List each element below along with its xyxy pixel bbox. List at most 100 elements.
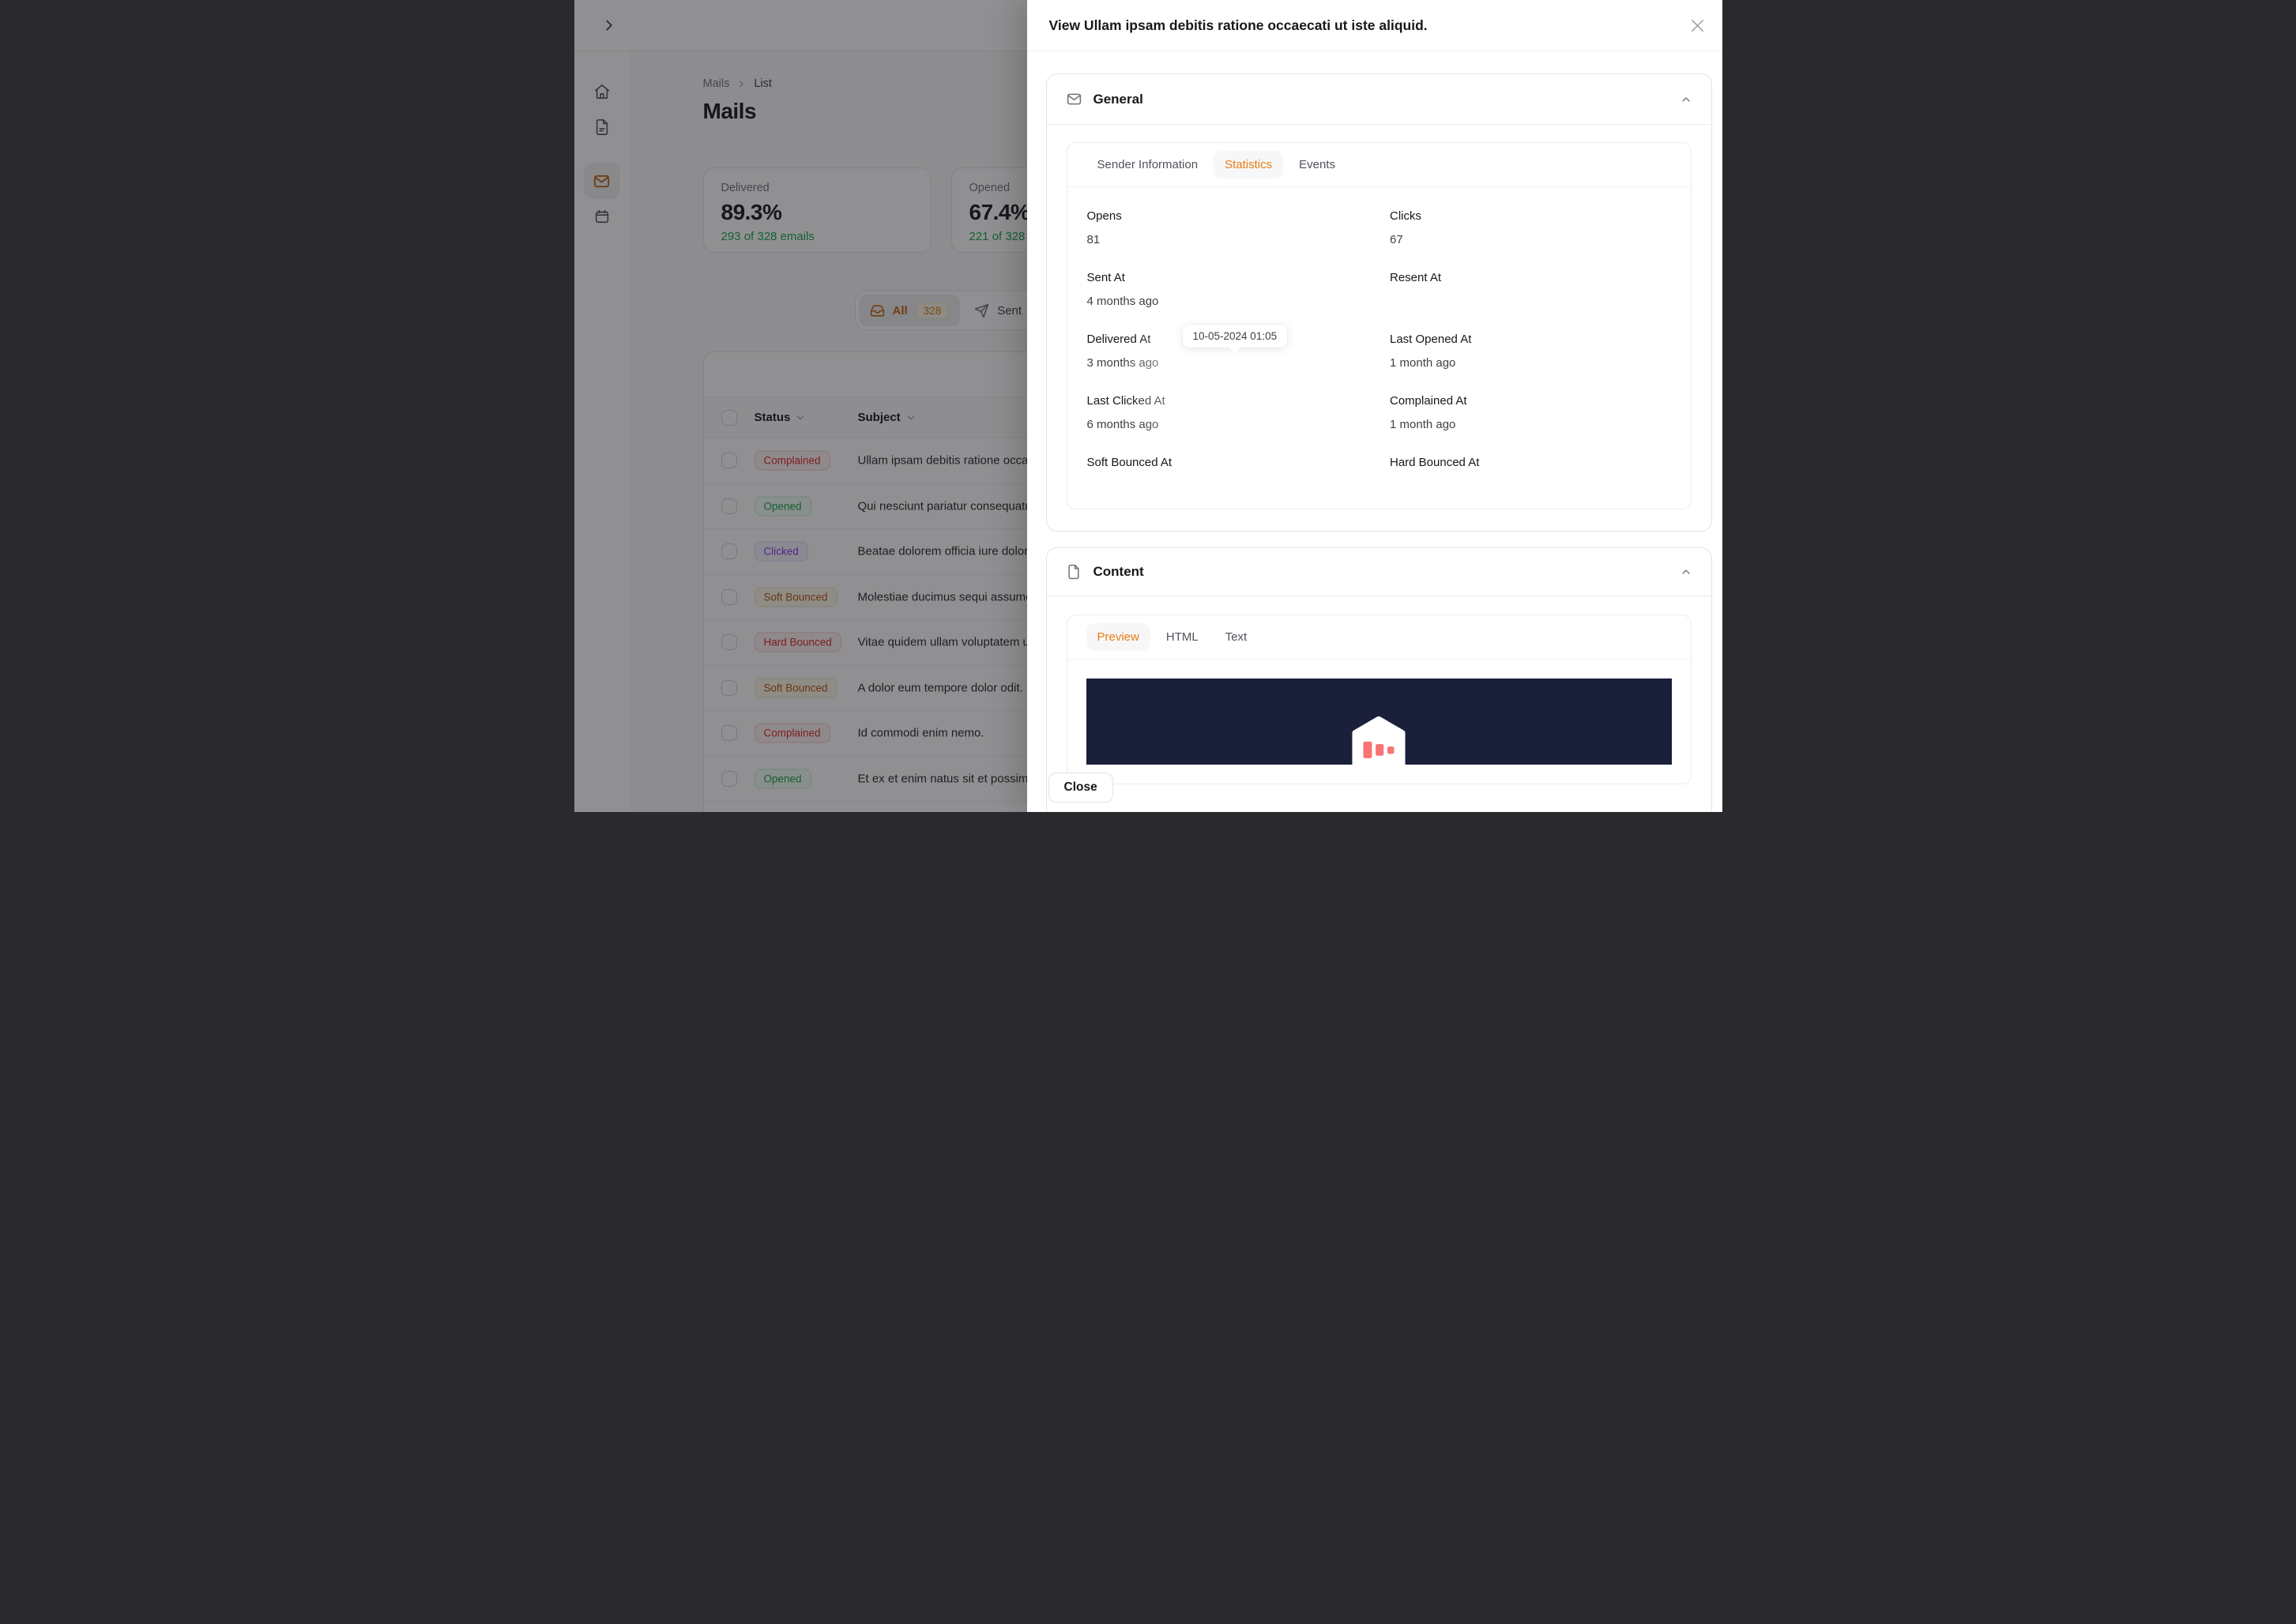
general-section-body: Sender Information Statistics Events Ope… bbox=[1047, 125, 1711, 531]
field-soft-bounced-at: Soft Bounced At bbox=[1087, 454, 1368, 494]
field-label: Clicks bbox=[1390, 209, 1421, 223]
stat-card-delivered: Delivered 89.3% 293 of 328 emails bbox=[702, 167, 932, 253]
field-resent-at: Resent At bbox=[1390, 269, 1671, 310]
chevron-down-icon bbox=[905, 412, 917, 423]
chevron-down-icon bbox=[795, 412, 806, 423]
field-hard-bounced-at: Hard Bounced At bbox=[1390, 454, 1671, 494]
field-value: 1 month ago bbox=[1390, 418, 1456, 431]
page-title: Mails bbox=[702, 99, 757, 123]
close-button[interactable]: Close bbox=[1048, 773, 1113, 803]
breadcrumb-mails[interactable]: Mails bbox=[702, 77, 730, 90]
column-label: Status bbox=[754, 411, 791, 424]
row-checkbox[interactable] bbox=[721, 543, 737, 560]
subject-cell: Molestiae ducimus sequi assumenda bbox=[857, 590, 1052, 604]
field-opens: Opens 81 bbox=[1087, 208, 1368, 248]
subject-cell: Et ex et enim natus sit et possimus bbox=[857, 772, 1041, 786]
field-complained-at: Complained At 1 month ago bbox=[1390, 393, 1671, 433]
email-preview bbox=[1067, 660, 1691, 784]
sidebar bbox=[574, 51, 630, 812]
tab-sender-information[interactable]: Sender Information bbox=[1097, 158, 1199, 171]
column-label: Subject bbox=[857, 411, 901, 424]
stat-label: Delivered bbox=[721, 182, 770, 194]
general-section-header[interactable]: General bbox=[1046, 74, 1711, 125]
close-icon[interactable] bbox=[1688, 17, 1707, 35]
stat-label: Opened bbox=[969, 182, 1011, 194]
content-section-body: Preview HTML Text bbox=[1047, 596, 1711, 803]
sidebar-item-documents[interactable] bbox=[584, 109, 620, 145]
row-checkbox[interactable] bbox=[721, 634, 737, 651]
column-header-subject[interactable]: Subject bbox=[858, 397, 917, 438]
row-checkbox[interactable] bbox=[721, 725, 737, 742]
status-badge: Clicked bbox=[754, 541, 808, 562]
mail-detail-drawer: View Ullam ipsam debitis ratione occaeca… bbox=[1026, 0, 1722, 812]
general-tabs-card: Sender Information Statistics Events Ope… bbox=[1066, 142, 1692, 509]
tab-html[interactable]: HTML bbox=[1165, 630, 1199, 644]
row-checkbox[interactable] bbox=[721, 498, 737, 514]
row-checkbox[interactable] bbox=[721, 588, 737, 605]
general-tabs: Sender Information Statistics Events bbox=[1067, 143, 1691, 187]
sidebar-item-calendar[interactable] bbox=[584, 198, 620, 235]
send-icon bbox=[974, 303, 989, 318]
drawer-header: View Ullam ipsam debitis ratione occaeca… bbox=[1026, 0, 1722, 51]
general-section: General Sender Information Statistics Ev… bbox=[1045, 73, 1712, 532]
row-checkbox[interactable] bbox=[721, 453, 737, 469]
content-section-header[interactable]: Content bbox=[1046, 548, 1711, 596]
filter-all[interactable]: All 328 bbox=[858, 295, 961, 326]
tab-text[interactable]: Text bbox=[1225, 630, 1248, 644]
section-title: Content bbox=[1093, 564, 1144, 579]
select-all-checkbox[interactable] bbox=[721, 409, 737, 426]
field-label: Hard Bounced At bbox=[1390, 456, 1480, 469]
calendar-icon bbox=[593, 208, 611, 225]
field-sent-at: Sent At 4 months ago bbox=[1087, 269, 1368, 310]
email-preview-canvas bbox=[1086, 679, 1672, 765]
subject-cell: A dolor eum tempore dolor odit. bbox=[857, 681, 1023, 695]
column-header-status[interactable]: Status bbox=[755, 397, 807, 438]
statistics-grid: Opens 81 Clicks 67 Sent At 4 months ago bbox=[1067, 187, 1691, 509]
document-icon bbox=[593, 118, 611, 136]
status-badge: Complained bbox=[754, 723, 830, 743]
filter-label: Sent bbox=[997, 303, 1022, 318]
home-icon bbox=[593, 83, 611, 100]
tab-preview[interactable]: Preview bbox=[1086, 623, 1150, 651]
content-tabs-card: Preview HTML Text bbox=[1066, 615, 1692, 784]
tab-statistics[interactable]: Statistics bbox=[1214, 151, 1284, 179]
field-value: 4 months ago bbox=[1086, 295, 1159, 308]
stat-value: 67.4% bbox=[969, 200, 1030, 224]
field-label: Sent At bbox=[1086, 271, 1125, 284]
field-last-clicked-at: Last Clicked At 6 months ago bbox=[1087, 393, 1368, 433]
field-clicks: Clicks 67 bbox=[1390, 208, 1671, 248]
field-label: Resent At bbox=[1390, 271, 1442, 284]
content-tabs: Preview HTML Text bbox=[1067, 615, 1691, 660]
sidebar-item-home[interactable] bbox=[584, 73, 620, 110]
field-value: 67 bbox=[1390, 233, 1403, 246]
status-badge: Opened bbox=[754, 496, 811, 517]
sidebar-item-mails[interactable] bbox=[583, 163, 620, 199]
field-value: 6 months ago bbox=[1086, 418, 1159, 431]
row-checkbox[interactable] bbox=[721, 679, 737, 696]
status-badge: Opened bbox=[754, 769, 811, 789]
subject-cell: Id commodi enim nemo. bbox=[857, 726, 984, 740]
drawer-title: View Ullam ipsam debitis ratione occaeca… bbox=[1048, 17, 1428, 33]
chevron-right-icon bbox=[600, 17, 618, 34]
chevron-up-icon[interactable] bbox=[1680, 93, 1692, 106]
stat-detail: 293 of 328 emails bbox=[721, 230, 815, 243]
chevron-up-icon[interactable] bbox=[1680, 566, 1692, 578]
file-icon bbox=[1066, 564, 1082, 581]
filter-count-badge: 328 bbox=[915, 302, 950, 319]
table-row[interactable]: Hard Bounced Vitae quidem ullam voluptat… bbox=[703, 620, 1571, 666]
status-badge: Hard Bounced bbox=[754, 632, 841, 652]
field-value: 1 month ago bbox=[1390, 356, 1456, 370]
section-title: General bbox=[1093, 91, 1143, 107]
stat-value: 89.3% bbox=[721, 200, 782, 224]
filter-label: All bbox=[892, 303, 908, 318]
row-checkbox[interactable] bbox=[721, 770, 737, 787]
field-last-opened-at: Last Opened At 1 month ago bbox=[1390, 331, 1671, 371]
field-value: 81 bbox=[1086, 233, 1101, 246]
tab-events[interactable]: Events bbox=[1299, 158, 1335, 171]
field-label: Soft Bounced At bbox=[1086, 456, 1172, 469]
status-badge: Soft Bounced bbox=[754, 587, 837, 607]
status-badge: Complained bbox=[754, 450, 830, 471]
field-value: 3 months ago bbox=[1086, 356, 1159, 370]
breadcrumb-list[interactable]: List bbox=[754, 77, 772, 90]
sidebar-expand-button[interactable] bbox=[600, 17, 618, 34]
